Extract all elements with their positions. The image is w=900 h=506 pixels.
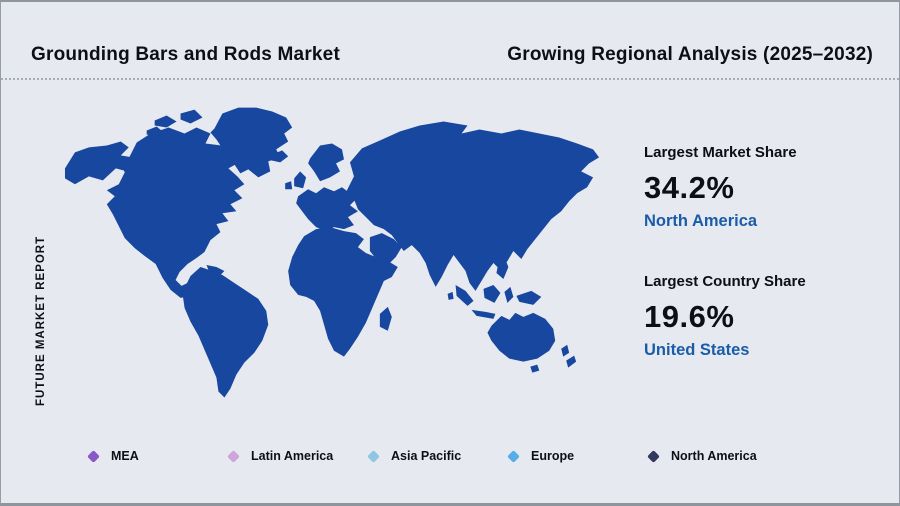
legend-item-asia-pacific: Asia Pacific xyxy=(367,449,509,463)
legend-swatch-latin-america xyxy=(227,449,240,463)
stat-value: 19.6% xyxy=(644,299,735,334)
stat-region: United States xyxy=(644,341,750,359)
stat-value: 34.2% xyxy=(644,170,735,205)
legend-label: North America xyxy=(671,449,757,463)
stat-label: Largest Market Share xyxy=(644,144,797,161)
subtitle-regional-analysis: Growing Regional Analysis (2025–2032) xyxy=(507,44,873,65)
stat-label: Largest Country Share xyxy=(644,273,806,290)
stat-country-share: Largest Country Share 19.6% United State… xyxy=(644,273,884,360)
legend-swatch-asia-pacific xyxy=(367,449,380,463)
world-map xyxy=(64,107,600,398)
stat-region: North America xyxy=(644,212,758,230)
legend-swatch-north-america xyxy=(647,449,660,463)
stat-market-share: Largest Market Share 34.2% North America xyxy=(644,144,884,231)
legend: MEA Latin America Asia Pacific Europe No… xyxy=(87,449,757,463)
legend-item-mea: MEA xyxy=(87,449,229,463)
legend-label: MEA xyxy=(111,449,139,463)
brand-watermark: FUTURE MARKET REPORT xyxy=(35,235,47,406)
legend-label: Europe xyxy=(531,449,575,463)
legend-label: Asia Pacific xyxy=(391,449,462,463)
legend-item-north-america: North America xyxy=(647,449,757,463)
legend-label: Latin America xyxy=(251,449,334,463)
legend-item-latin-america: Latin America xyxy=(227,449,369,463)
legend-swatch-europe xyxy=(507,449,520,463)
header: Grounding Bars and Rods Market Growing R… xyxy=(1,2,899,80)
continents xyxy=(64,107,600,398)
legend-swatch-mea xyxy=(87,449,100,463)
page-title: Grounding Bars and Rods Market xyxy=(31,44,340,65)
stats-panel: Largest Market Share 34.2% North America… xyxy=(644,144,884,402)
legend-item-europe: Europe xyxy=(507,449,649,463)
